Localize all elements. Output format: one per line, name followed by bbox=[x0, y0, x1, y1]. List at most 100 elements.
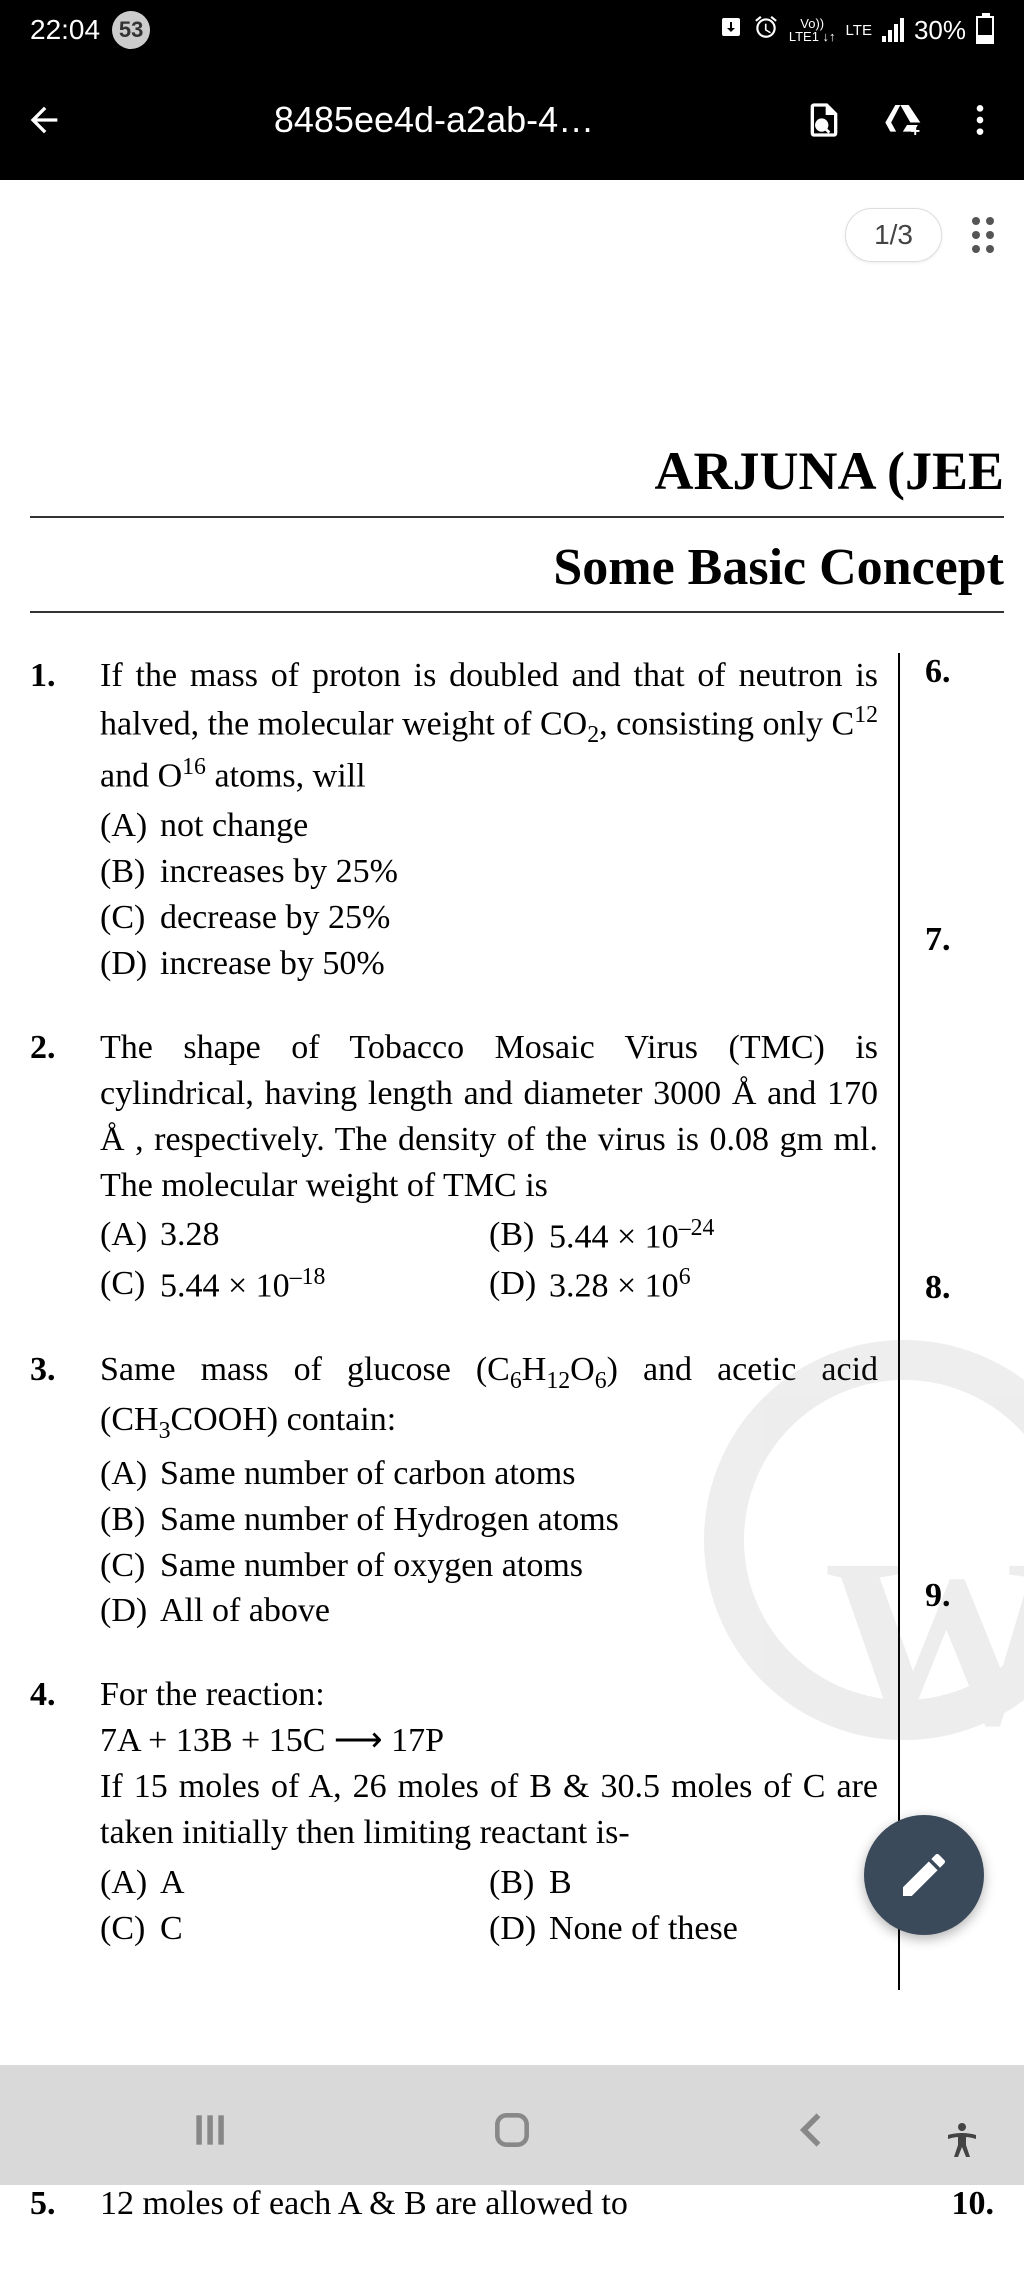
option-label: (D) bbox=[100, 941, 160, 987]
option-label: (A) bbox=[100, 803, 160, 849]
question-number: 3. bbox=[30, 1347, 100, 1634]
question-stem: Same mass of glucose (C6H12O6) and aceti… bbox=[100, 1347, 878, 1447]
option: (D)increase by 50% bbox=[100, 941, 878, 987]
content-columns: 1.If the mass of proton is doubled and t… bbox=[30, 653, 1004, 1990]
page-heading-1: ARJUNA (JEE bbox=[30, 440, 1004, 502]
alarm-icon bbox=[753, 14, 779, 46]
option: (B)5.44 × 10–24 bbox=[489, 1212, 878, 1260]
data-saver-icon bbox=[719, 15, 743, 45]
option: (C)decrease by 25% bbox=[100, 895, 878, 941]
signal-icon bbox=[882, 18, 904, 42]
right-number-column: 6.7.8.9. bbox=[900, 653, 1004, 1990]
option: (B)Same number of Hydrogen atoms bbox=[100, 1497, 878, 1543]
question-stem: The shape of Tobacco Mosaic Virus (TMC) … bbox=[100, 1025, 878, 1209]
option-text: increases by 25% bbox=[160, 849, 398, 895]
question-stem: If the mass of proton is doubled and tha… bbox=[100, 653, 878, 799]
partial-question-strip: 5. 12 moles of each A & B are allowed to… bbox=[0, 2185, 1024, 2275]
question-options: (A)Same number of carbon atoms(B)Same nu… bbox=[100, 1451, 878, 1635]
more-menu-button[interactable] bbox=[956, 96, 1004, 144]
battery-percent: 30% bbox=[914, 15, 966, 46]
option-label: (D) bbox=[489, 1906, 549, 1952]
option-label: (D) bbox=[489, 1261, 549, 1309]
option-label: (D) bbox=[100, 1588, 160, 1634]
question-stem: For the reaction:7A + 13B + 15C ⟶ 17PIf … bbox=[100, 1672, 878, 1856]
option-label: (B) bbox=[100, 849, 160, 895]
page-grid-button[interactable] bbox=[972, 217, 994, 253]
option-text: decrease by 25% bbox=[160, 895, 390, 941]
option: (C)Same number of oxygen atoms bbox=[100, 1543, 878, 1589]
question-body: For the reaction:7A + 13B + 15C ⟶ 17PIf … bbox=[100, 1672, 878, 1951]
back-button[interactable] bbox=[20, 96, 68, 144]
lte-indicator: LTE bbox=[846, 23, 872, 38]
question: 3.Same mass of glucose (C6H12O6) and ace… bbox=[30, 1347, 878, 1634]
questions-column: 1.If the mass of proton is doubled and t… bbox=[30, 653, 900, 1990]
right-column-number: 6. bbox=[925, 653, 1004, 691]
clock: 22:04 bbox=[30, 14, 100, 46]
option-label: (B) bbox=[489, 1212, 549, 1260]
option: (B)B bbox=[489, 1860, 878, 1906]
question-body: The shape of Tobacco Mosaic Virus (TMC) … bbox=[100, 1025, 878, 1309]
option-label: (C) bbox=[100, 1261, 160, 1309]
question-options: (A)not change(B)increases by 25%(C)decre… bbox=[100, 803, 878, 987]
question-options: (A)A(B)B(C)C(D)None of these bbox=[100, 1860, 878, 1952]
question-options: (A)3.28(B)5.44 × 10–24(C)5.44 × 10–18(D)… bbox=[100, 1212, 878, 1308]
option: (C)C bbox=[100, 1906, 489, 1952]
option-text: C bbox=[160, 1906, 183, 1952]
option-text: 3.28 × 106 bbox=[549, 1261, 691, 1309]
option-text: Same number of carbon atoms bbox=[160, 1451, 575, 1497]
app-bar: 8485ee4d-a2ab-4… + bbox=[0, 60, 1024, 180]
question-number: 4. bbox=[30, 1672, 100, 1951]
option-text: B bbox=[549, 1860, 572, 1906]
question: 1.If the mass of proton is doubled and t… bbox=[30, 653, 878, 987]
partial-right-number: 10. bbox=[914, 2185, 994, 2223]
partial-q-text: 12 moles of each A & B are allowed to bbox=[100, 2185, 914, 2223]
option-label: (C) bbox=[100, 895, 160, 941]
option-label: (B) bbox=[489, 1860, 549, 1906]
option: (A)Same number of carbon atoms bbox=[100, 1451, 878, 1497]
find-in-page-button[interactable] bbox=[800, 96, 848, 144]
option-label: (C) bbox=[100, 1543, 160, 1589]
drive-add-button[interactable]: + bbox=[878, 96, 926, 144]
page-heading-2: Some Basic Concept bbox=[30, 538, 1004, 597]
accessibility-button[interactable] bbox=[930, 2111, 994, 2175]
lte-text: LTE bbox=[846, 23, 872, 38]
option-text: None of these bbox=[549, 1906, 738, 1952]
recents-button[interactable] bbox=[183, 2102, 239, 2158]
option: (D)All of above bbox=[100, 1588, 878, 1634]
question-body: If the mass of proton is doubled and tha… bbox=[100, 653, 878, 987]
option-text: All of above bbox=[160, 1588, 330, 1634]
option: (A)3.28 bbox=[100, 1212, 489, 1260]
right-column-number: 7. bbox=[925, 921, 1004, 959]
option-text: A bbox=[160, 1860, 185, 1906]
option: (C)5.44 × 10–18 bbox=[100, 1261, 489, 1309]
home-button[interactable] bbox=[484, 2102, 540, 2158]
notification-count-badge: 53 bbox=[112, 11, 150, 49]
question: 2.The shape of Tobacco Mosaic Virus (TMC… bbox=[30, 1025, 878, 1309]
right-column-number: 8. bbox=[925, 1269, 1004, 1307]
document-toolbar: 1/3 bbox=[0, 180, 1024, 290]
option-text: 5.44 × 10–18 bbox=[160, 1261, 325, 1309]
question-number: 1. bbox=[30, 653, 100, 987]
option-label: (A) bbox=[100, 1451, 160, 1497]
edit-fab-button[interactable] bbox=[864, 1815, 984, 1935]
option-label: (A) bbox=[100, 1212, 160, 1260]
document-viewport[interactable]: W ARJUNA (JEE Some Basic Concept 1.If th… bbox=[0, 290, 1024, 1990]
battery-icon bbox=[976, 16, 994, 44]
lte-sub-text: LTE1 ↓↑ bbox=[789, 30, 836, 43]
option-label: (A) bbox=[100, 1860, 160, 1906]
option-text: Same number of Hydrogen atoms bbox=[160, 1497, 619, 1543]
option-text: 3.28 bbox=[160, 1212, 220, 1260]
heading-rule-2 bbox=[30, 611, 1004, 613]
partial-q-number: 5. bbox=[30, 2185, 100, 2223]
question-number: 2. bbox=[30, 1025, 100, 1309]
back-nav-button[interactable] bbox=[785, 2102, 841, 2158]
question: 4.For the reaction:7A + 13B + 15C ⟶ 17PI… bbox=[30, 1672, 878, 1951]
option: (A)not change bbox=[100, 803, 878, 849]
option: (A)A bbox=[100, 1860, 489, 1906]
document-title: 8485ee4d-a2ab-4… bbox=[98, 99, 770, 141]
status-left: 22:04 53 bbox=[30, 11, 150, 49]
option-text: increase by 50% bbox=[160, 941, 385, 987]
page-indicator[interactable]: 1/3 bbox=[845, 208, 942, 262]
status-right: Vo)) LTE1 ↓↑ LTE 30% bbox=[719, 14, 994, 46]
option: (B)increases by 25% bbox=[100, 849, 878, 895]
